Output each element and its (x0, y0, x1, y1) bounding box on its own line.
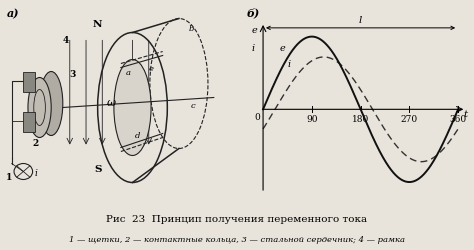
Text: 1: 1 (6, 172, 12, 182)
Text: i: i (251, 44, 254, 53)
Text: 3: 3 (70, 70, 76, 80)
Ellipse shape (114, 60, 151, 156)
Text: 360: 360 (449, 116, 466, 124)
Text: а): а) (7, 8, 19, 20)
Text: e: e (149, 66, 154, 74)
Text: Рис  23  Принцип получения переменного тока: Рис 23 Принцип получения переменного ток… (107, 216, 367, 224)
Text: d: d (135, 132, 140, 140)
Text: 90: 90 (306, 116, 318, 124)
Text: 2: 2 (33, 138, 39, 147)
Text: b: b (188, 26, 193, 34)
Text: б): б) (247, 7, 260, 18)
Text: e: e (251, 26, 257, 35)
Text: a: a (126, 70, 130, 78)
Text: N: N (93, 20, 102, 30)
Text: S: S (94, 164, 101, 173)
Text: l: l (359, 16, 362, 25)
Text: 4: 4 (63, 36, 69, 46)
Text: ω: ω (107, 98, 116, 108)
Text: c: c (191, 102, 195, 110)
Text: e: e (279, 44, 285, 53)
Text: t: t (464, 110, 468, 118)
Text: 1 — щетки, 2 — контактные кольца, 3 — стальной сердечник; 4 — рамка: 1 — щетки, 2 — контактные кольца, 3 — ст… (69, 236, 405, 244)
Text: 180: 180 (352, 116, 369, 124)
Text: i: i (35, 168, 38, 177)
Bar (23, 112, 35, 132)
Text: i: i (287, 60, 291, 69)
Ellipse shape (28, 78, 51, 138)
Bar (23, 72, 35, 92)
Ellipse shape (39, 72, 63, 136)
Text: 270: 270 (401, 116, 418, 124)
Text: 0: 0 (255, 113, 260, 122)
